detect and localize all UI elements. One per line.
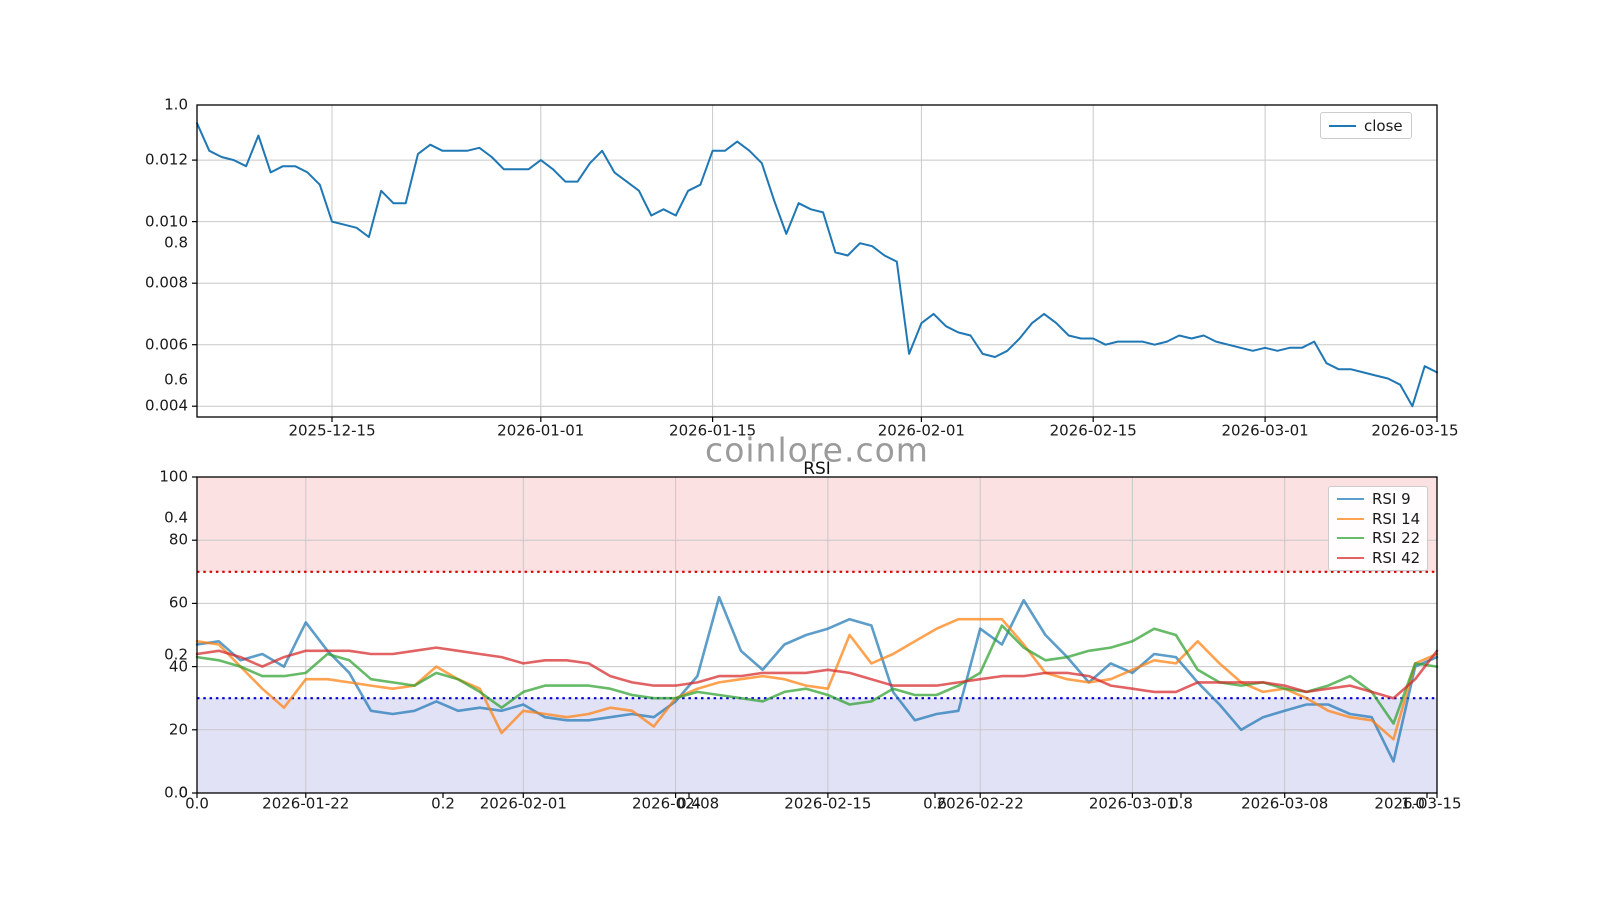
rsi-xtick-label: 2026-02-22 — [936, 794, 1024, 813]
rsi-ytick-label: 0 — [178, 783, 188, 802]
rsi-xtick-label: 2026-03-01 — [1088, 794, 1177, 813]
price-xtick-label: 2026-01-15 — [669, 421, 757, 440]
rsi-ytick-label: 40 — [168, 657, 188, 676]
rsi-xtick-label: 2026-02-08 — [632, 794, 720, 813]
watermark: coinlore.com — [705, 430, 929, 470]
price-ytick-label: 0.004 — [145, 396, 188, 415]
legend-label: close — [1364, 116, 1403, 135]
legend-entry-rsi-14: RSI 14 — [1337, 509, 1421, 528]
price-ytick-label: 0.010 — [145, 212, 188, 231]
price-xtick-label: 2026-03-01 — [1221, 421, 1309, 440]
overlay-xtick-label: 1.0 — [1401, 794, 1425, 813]
rsi-ytick-label: 60 — [168, 593, 188, 612]
legend-line-sample — [1337, 517, 1364, 520]
legend-label: RSI 42 — [1372, 548, 1421, 567]
rsi-xtick-label: 2026-02-01 — [479, 794, 567, 813]
rsi-title: RSI — [803, 459, 831, 479]
rsi-legend: RSI 9 RSI 14 RSI 22 RSI 42 — [1328, 486, 1428, 571]
rsi-ytick-label: 80 — [168, 530, 188, 549]
overlay-xtick-label: 0.2 — [431, 794, 455, 813]
legend-label: RSI 22 — [1372, 529, 1421, 548]
rsi-xtick-label: 2026-03-15 — [1374, 794, 1462, 813]
overlay-ytick-label: 0.2 — [164, 645, 188, 664]
rsi-xtick-label: 2026-03-08 — [1241, 794, 1329, 813]
legend-line-sample — [1337, 556, 1364, 559]
price-legend: close — [1320, 112, 1412, 139]
overlay-xtick-label: 0.8 — [1169, 794, 1193, 813]
overlay-xtick-label: 0.0 — [185, 794, 209, 813]
overlay-xtick-label: 0.6 — [923, 794, 947, 813]
rsi-xtick-label: 2026-01-22 — [262, 794, 350, 813]
legend-entry-rsi-42: RSI 42 — [1337, 548, 1421, 567]
price-ytick-label: 0.008 — [145, 273, 188, 292]
price-xtick-label: 2025-12-15 — [288, 421, 376, 440]
rsi-xtick-label: 2026-02-15 — [784, 794, 872, 813]
price-xtick-label: 2026-01-01 — [497, 421, 585, 440]
legend-entry-close: close — [1329, 117, 1403, 135]
legend-entry-rsi-9: RSI 9 — [1337, 490, 1419, 508]
overlay-ytick-label: 0.4 — [164, 508, 188, 527]
legend-label: RSI 14 — [1372, 509, 1421, 528]
legend-line-sample — [1337, 537, 1364, 540]
rsi-ytick-label: 20 — [168, 720, 188, 739]
price-ytick-label: 0.006 — [145, 335, 188, 354]
overlay-ytick-label: 0.6 — [164, 370, 188, 389]
price-xtick-label: 2026-02-15 — [1049, 421, 1137, 440]
overlay-xtick-label: 0.4 — [677, 794, 701, 813]
price-xtick-label: 2026-02-01 — [877, 421, 965, 440]
price-ytick-label: 0.012 — [145, 150, 188, 169]
legend-entry-rsi-22: RSI 22 — [1337, 529, 1421, 548]
rsi-ytick-label: 100 — [159, 467, 188, 486]
legend-line-sample — [1337, 498, 1364, 501]
price-xtick-label: 2026-03-15 — [1371, 421, 1459, 440]
overlay-ytick-label: 1.0 — [164, 95, 188, 114]
overlay-ytick-label: 0.0 — [164, 783, 188, 802]
legend-label: RSI 9 — [1372, 490, 1411, 509]
overlay-ytick-label: 0.8 — [164, 233, 188, 252]
legend-line-sample — [1329, 124, 1356, 127]
